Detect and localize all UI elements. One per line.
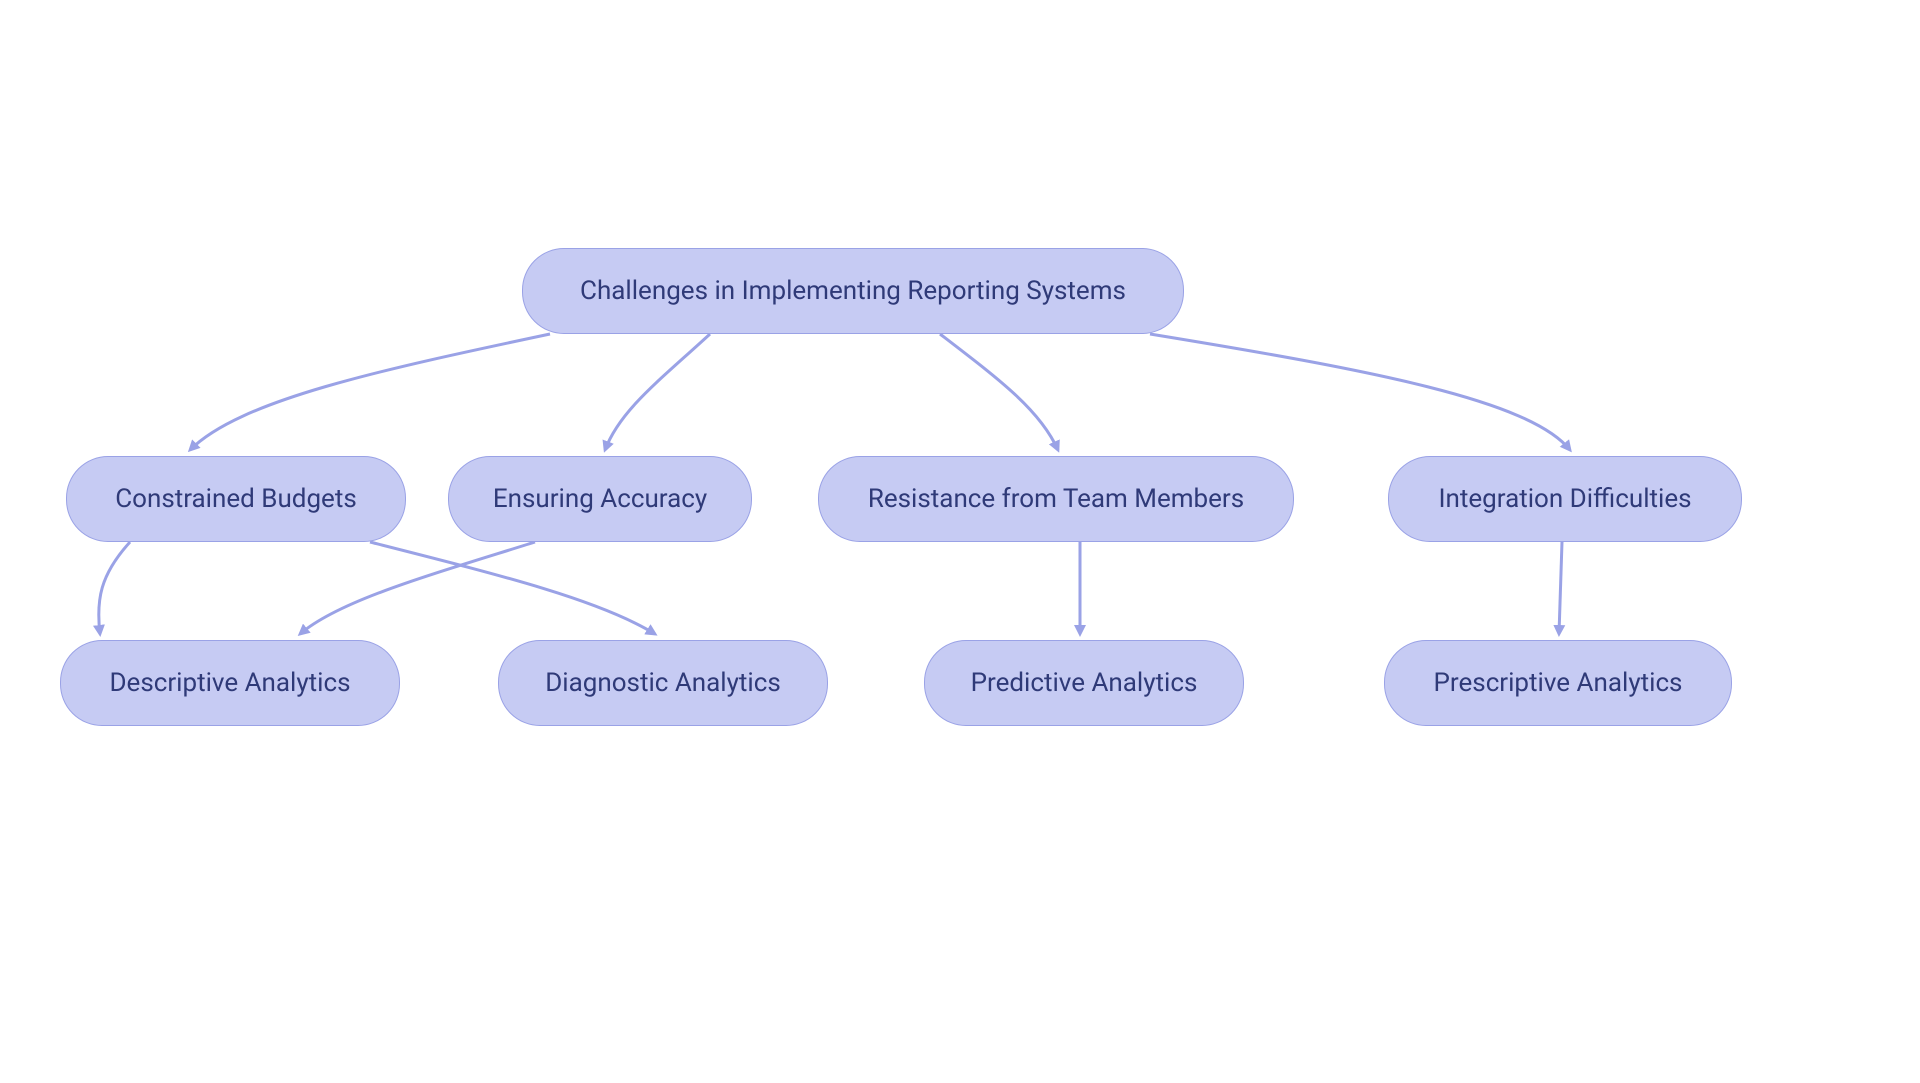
edge-root-to-accuracy xyxy=(605,334,710,450)
node-integration: Integration Difficulties xyxy=(1388,456,1742,542)
node-accuracy: Ensuring Accuracy xyxy=(448,456,752,542)
node-resistance: Resistance from Team Members xyxy=(818,456,1294,542)
node-descriptive: Descriptive Analytics xyxy=(60,640,400,726)
node-root: Challenges in Implementing Reporting Sys… xyxy=(522,248,1184,334)
edge-root-to-integration xyxy=(1150,334,1570,450)
node-label: Constrained Budgets xyxy=(115,484,357,514)
edge-root-to-resistance xyxy=(940,334,1058,450)
node-label: Resistance from Team Members xyxy=(868,484,1244,514)
edge-accuracy-to-descriptive xyxy=(300,542,535,634)
edge-integration-to-prescriptive xyxy=(1559,542,1562,634)
edge-root-to-budgets xyxy=(190,334,550,450)
node-budgets: Constrained Budgets xyxy=(66,456,406,542)
node-label: Descriptive Analytics xyxy=(109,668,350,698)
node-diagnostic: Diagnostic Analytics xyxy=(498,640,828,726)
node-label: Integration Difficulties xyxy=(1438,484,1691,514)
node-label: Prescriptive Analytics xyxy=(1434,668,1683,698)
node-predictive: Predictive Analytics xyxy=(924,640,1244,726)
node-label: Ensuring Accuracy xyxy=(493,484,707,514)
node-label: Diagnostic Analytics xyxy=(545,668,781,698)
diagram-canvas: Challenges in Implementing Reporting Sys… xyxy=(0,0,1920,1083)
node-label: Predictive Analytics xyxy=(971,668,1198,698)
edge-budgets-to-diagnostic xyxy=(370,542,655,634)
node-label: Challenges in Implementing Reporting Sys… xyxy=(580,276,1126,306)
edge-budgets-to-descriptive xyxy=(99,542,130,634)
node-prescriptive: Prescriptive Analytics xyxy=(1384,640,1732,726)
